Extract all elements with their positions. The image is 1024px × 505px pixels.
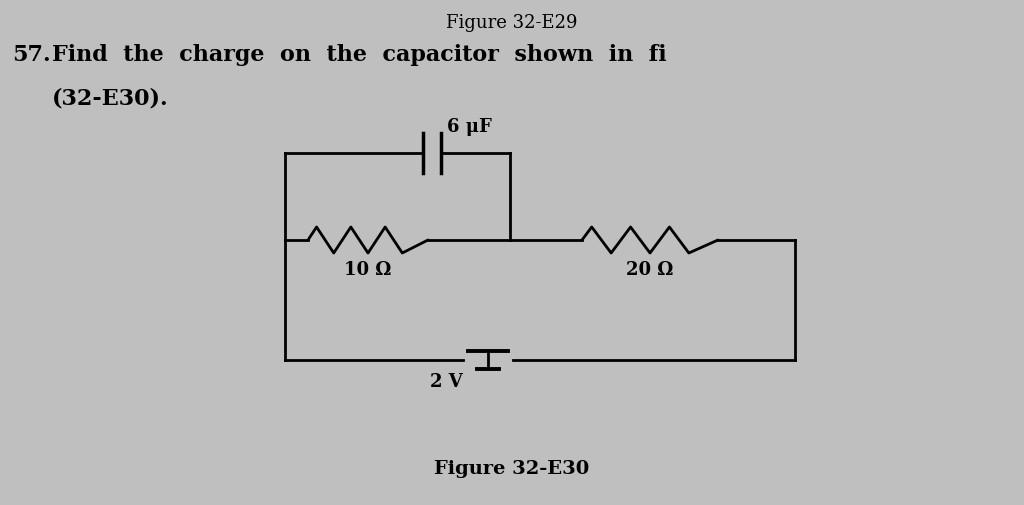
Text: 2 V: 2 V xyxy=(430,372,463,390)
Text: Figure 32-E29: Figure 32-E29 xyxy=(446,14,578,32)
Text: 10 Ω: 10 Ω xyxy=(344,261,391,278)
Text: 6 μF: 6 μF xyxy=(447,118,493,136)
Text: Figure 32-E30: Figure 32-E30 xyxy=(434,459,590,477)
Text: 57.: 57. xyxy=(12,44,50,66)
Text: 20 Ω: 20 Ω xyxy=(627,261,674,278)
Text: (32-E30).: (32-E30). xyxy=(52,88,169,110)
Text: Find  the  charge  on  the  capacitor  shown  in  fi: Find the charge on the capacitor shown i… xyxy=(52,44,667,66)
